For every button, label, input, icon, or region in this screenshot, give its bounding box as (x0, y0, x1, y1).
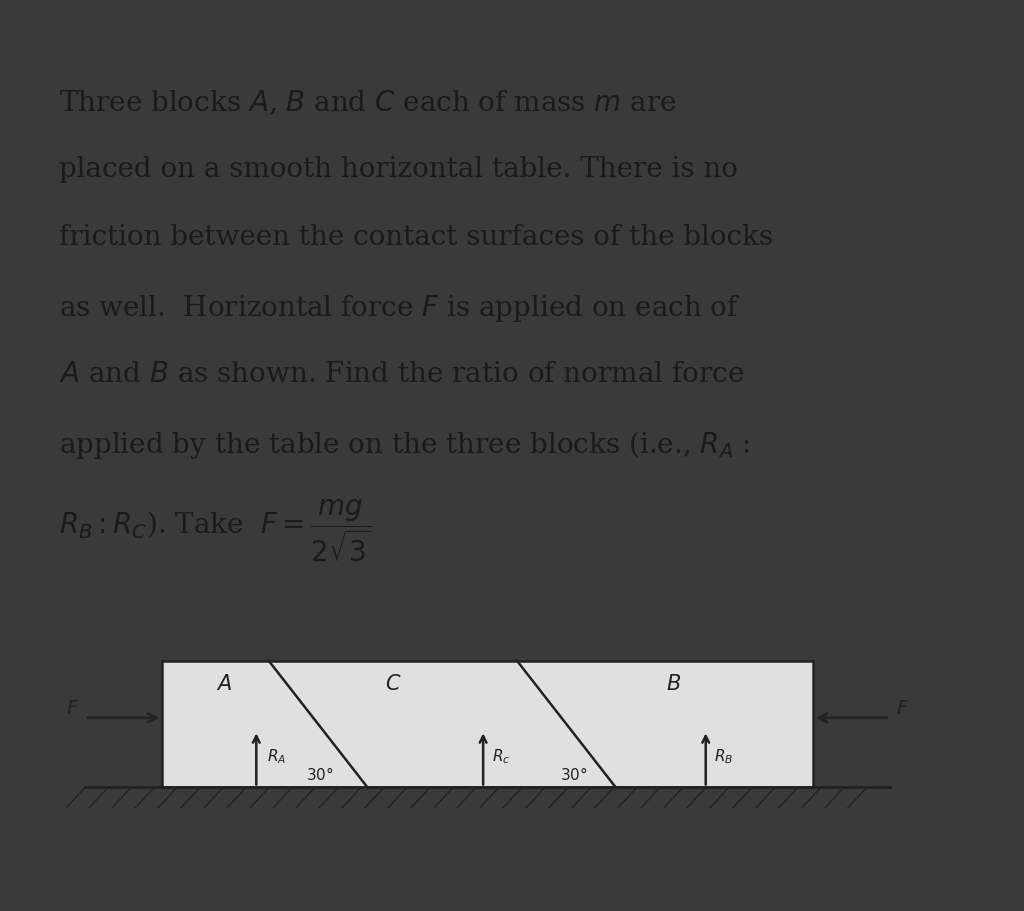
Text: applied by the table on the three blocks (i.e., $R_A$ :: applied by the table on the three blocks… (59, 428, 751, 460)
Text: $30°$: $30°$ (306, 765, 334, 783)
Text: $A$ and $B$ as shown. Find the ratio of normal force: $A$ and $B$ as shown. Find the ratio of … (59, 361, 744, 387)
Text: Three blocks $A$, $B$ and $C$ each of mass $m$ are: Three blocks $A$, $B$ and $C$ each of ma… (59, 87, 677, 117)
Text: placed on a smooth horizontal table. There is no: placed on a smooth horizontal table. The… (59, 156, 738, 183)
Text: friction between the contact surfaces of the blocks: friction between the contact surfaces of… (59, 224, 773, 251)
Text: $R_A$: $R_A$ (266, 746, 286, 765)
Text: as well.  Horizontal force $F$ is applied on each of: as well. Horizontal force $F$ is applied… (59, 292, 741, 323)
Text: $R_B$: $R_B$ (715, 746, 733, 765)
Text: $30°$: $30°$ (560, 765, 588, 783)
Text: $R_B : R_C$). Take  $F = \dfrac{mg}{2\sqrt{3}}$: $R_B : R_C$). Take $F = \dfrac{mg}{2\sqr… (59, 496, 372, 563)
Text: $C$: $C$ (385, 673, 401, 693)
Polygon shape (162, 661, 813, 788)
Text: $B$: $B$ (666, 673, 681, 693)
Text: $R_c$: $R_c$ (492, 746, 510, 765)
Text: $F$: $F$ (66, 699, 79, 717)
Text: $F$: $F$ (896, 699, 909, 717)
Text: $A$: $A$ (216, 673, 232, 693)
